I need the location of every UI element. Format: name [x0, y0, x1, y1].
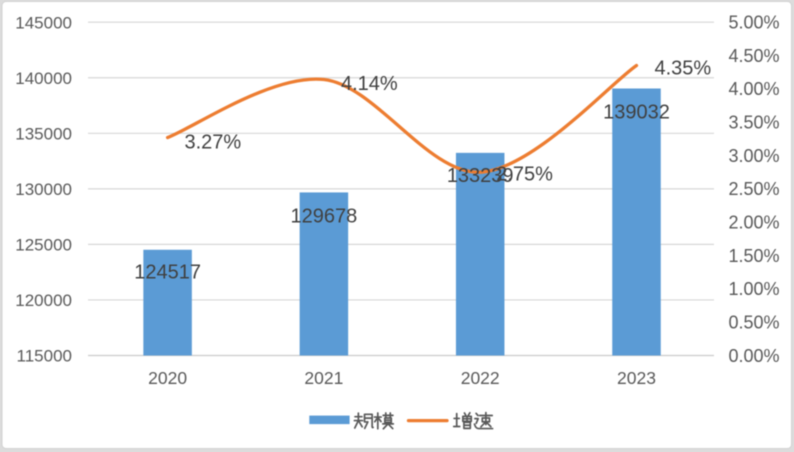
- svg-text:129678: 129678: [291, 206, 358, 228]
- svg-text:140000: 140000: [15, 69, 72, 88]
- svg-text:133239: 133239: [447, 165, 514, 187]
- svg-text:2.00%: 2.00%: [729, 212, 780, 232]
- svg-text:1.50%: 1.50%: [729, 246, 780, 266]
- svg-text:2022: 2022: [461, 368, 500, 388]
- svg-text:2020: 2020: [148, 368, 187, 388]
- svg-text:4.14%: 4.14%: [341, 73, 398, 95]
- svg-text:120000: 120000: [15, 291, 72, 310]
- svg-text:130000: 130000: [15, 180, 72, 199]
- svg-text:3.50%: 3.50%: [729, 112, 780, 132]
- svg-text:2023: 2023: [617, 368, 656, 388]
- svg-text:0.50%: 0.50%: [729, 312, 780, 332]
- svg-text:124517: 124517: [134, 262, 201, 284]
- svg-text:3.27%: 3.27%: [185, 131, 242, 153]
- svg-text:4.35%: 4.35%: [655, 58, 712, 80]
- svg-text:3.00%: 3.00%: [729, 146, 780, 166]
- svg-text:2021: 2021: [304, 368, 343, 388]
- svg-text:135000: 135000: [15, 124, 72, 143]
- svg-text:115000: 115000: [17, 347, 72, 366]
- svg-text:0.00%: 0.00%: [729, 346, 780, 366]
- svg-text:4.00%: 4.00%: [729, 79, 780, 99]
- svg-text:1.00%: 1.00%: [729, 279, 780, 299]
- svg-text:125000: 125000: [15, 236, 72, 255]
- svg-text:5.00%: 5.00%: [729, 13, 780, 33]
- svg-text:139032: 139032: [603, 102, 670, 124]
- svg-text:4.50%: 4.50%: [729, 46, 780, 66]
- svg-text:2.75%: 2.75%: [496, 164, 553, 186]
- svg-text:145000: 145000: [15, 13, 72, 32]
- svg-text:2.50%: 2.50%: [729, 179, 780, 199]
